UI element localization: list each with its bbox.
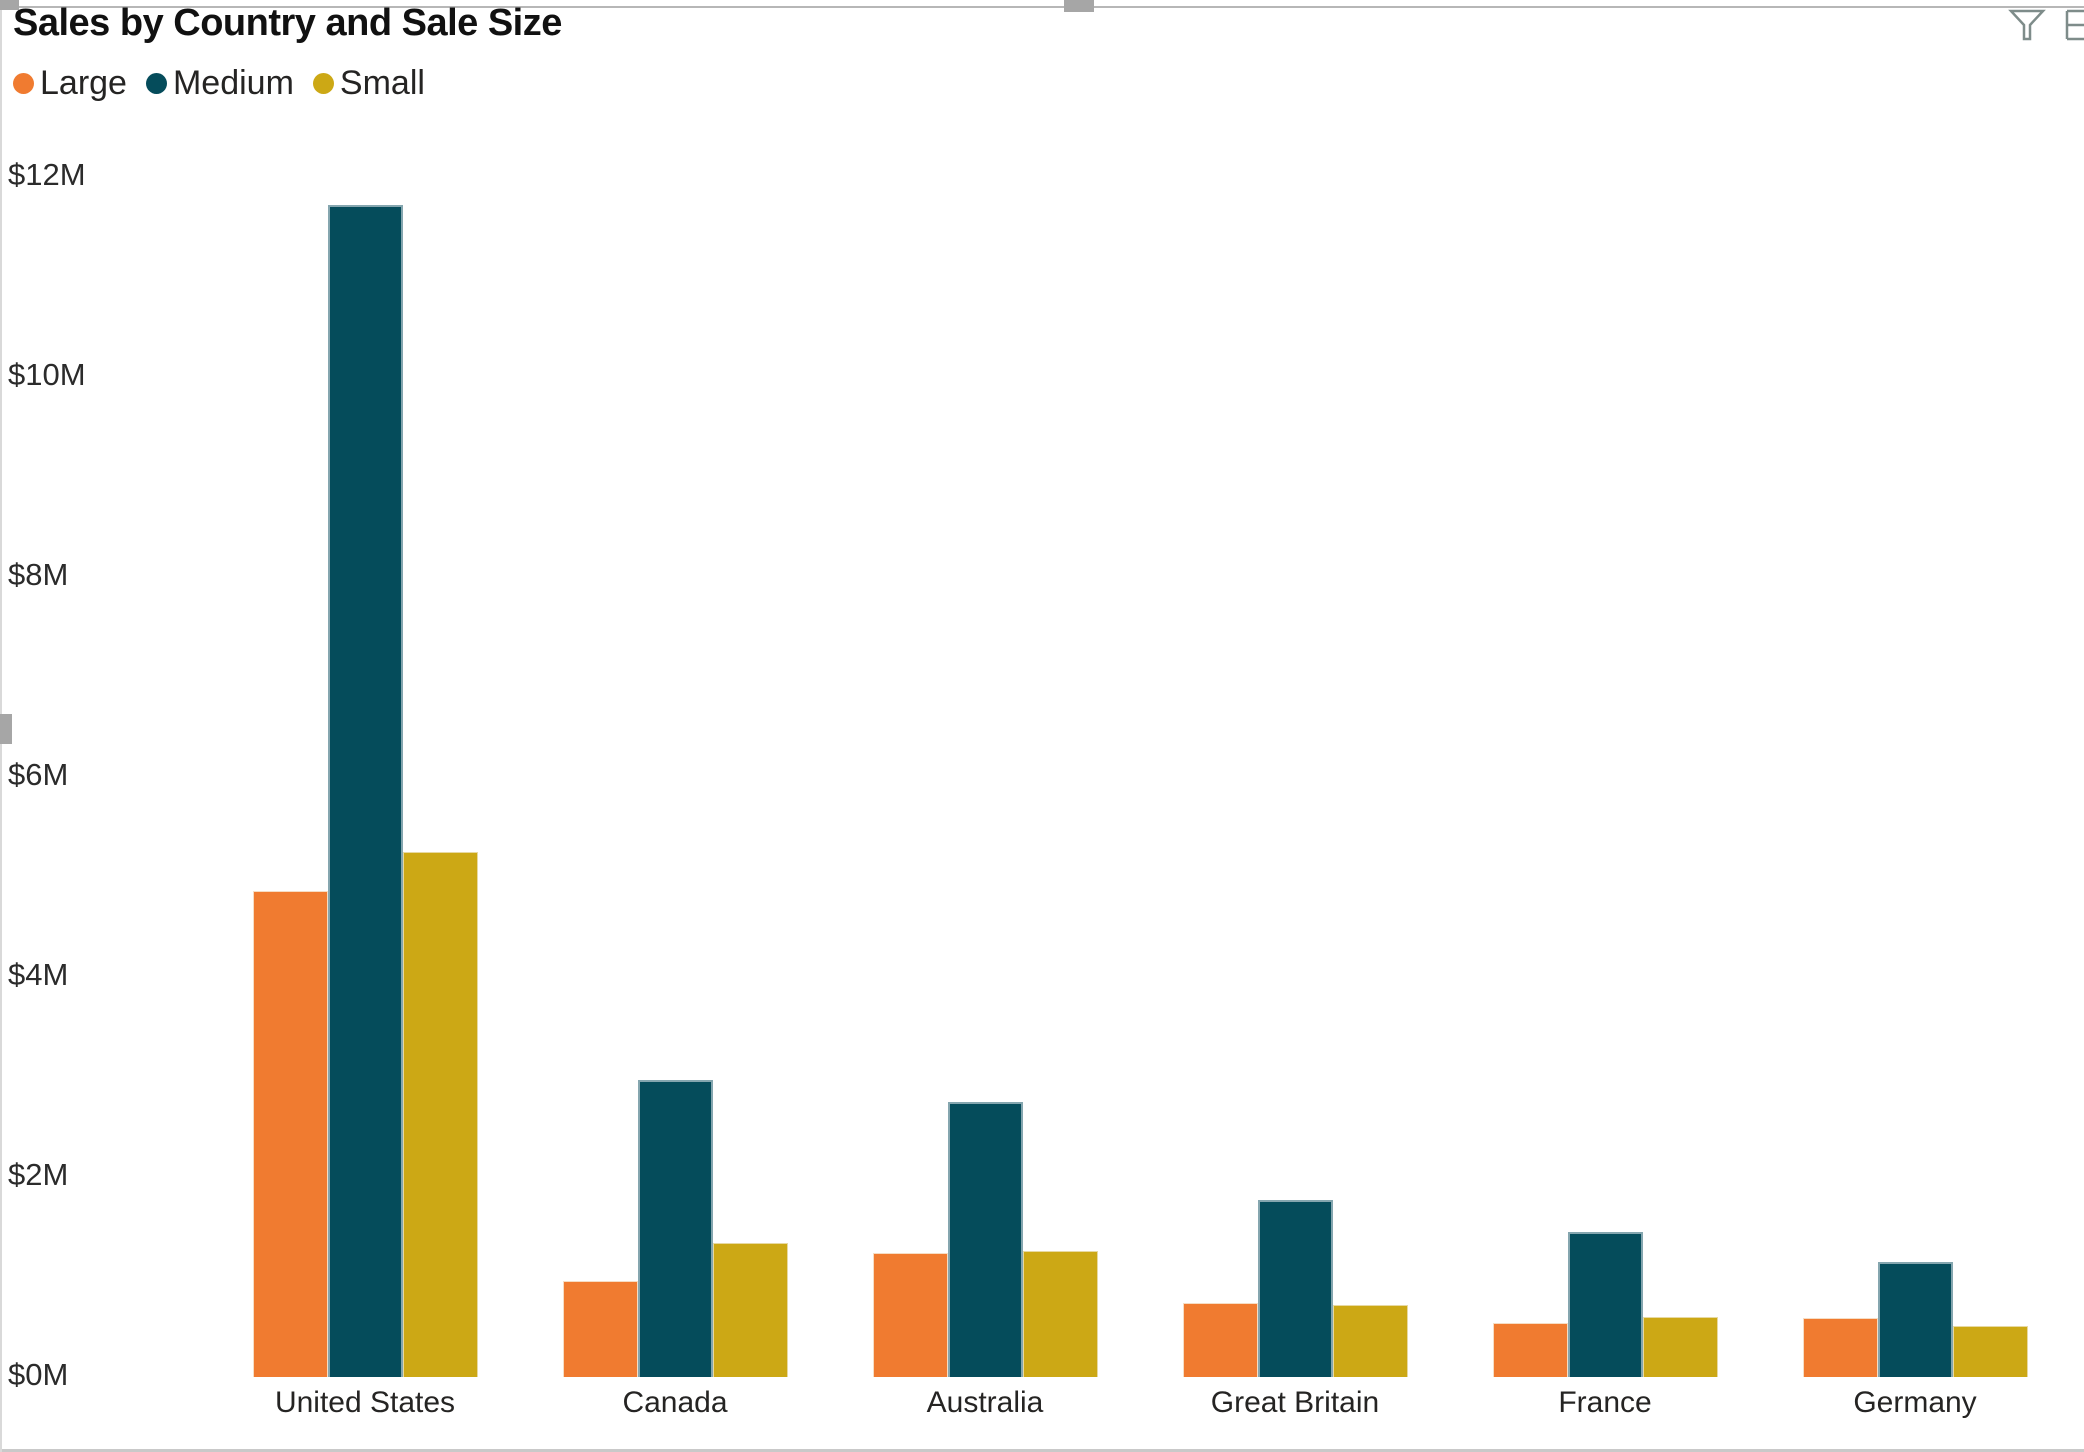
legend: Large Medium Small: [13, 66, 444, 100]
legend-label: Small: [339, 64, 425, 102]
legend-label: Large: [40, 64, 127, 102]
resize-handle-top-left[interactable]: [0, 0, 19, 10]
y-tick-label: $4M: [8, 957, 69, 992]
bar-germany-large[interactable]: [1802, 1318, 1878, 1377]
bar-australia-small[interactable]: [1022, 1251, 1098, 1377]
bar-australia-medium[interactable]: [947, 1102, 1023, 1377]
x-category-label: Canada: [622, 1386, 728, 1419]
bar-united-states-medium[interactable]: [327, 205, 403, 1377]
y-tick-label: $6M: [8, 757, 69, 792]
more-options-icon[interactable]: [2064, 8, 2084, 42]
x-category-label: Australia: [926, 1386, 1044, 1419]
resize-handle-top-center[interactable]: [1064, 0, 1094, 12]
y-tick-label: $2M: [8, 1157, 69, 1192]
y-tick-label: $8M: [8, 557, 69, 592]
bar-great-britain-small[interactable]: [1332, 1305, 1408, 1377]
bar-germany-small[interactable]: [1952, 1326, 2028, 1377]
x-category-label: United States: [274, 1386, 456, 1419]
x-category-label: France: [1558, 1386, 1652, 1419]
legend-dot-icon: [145, 72, 167, 94]
visual-top-border: [18, 6, 2084, 8]
legend-label: Medium: [172, 64, 294, 102]
bar-united-states-large[interactable]: [252, 891, 328, 1377]
bar-great-britain-large[interactable]: [1182, 1303, 1258, 1377]
x-category-label: Great Britain: [1210, 1386, 1380, 1419]
y-tick-label: $10M: [8, 357, 86, 392]
bar-france-small[interactable]: [1642, 1317, 1718, 1377]
legend-item-medium[interactable]: Medium: [145, 64, 294, 102]
y-tick-label: $0M: [8, 1357, 69, 1392]
chart-title: Sales by Country and Sale Size: [13, 2, 562, 44]
bar-germany-medium[interactable]: [1877, 1262, 1953, 1377]
bar-canada-small[interactable]: [712, 1243, 788, 1377]
bar-canada-large[interactable]: [562, 1281, 638, 1377]
filter-icon[interactable]: [2008, 8, 2046, 42]
bar-france-large[interactable]: [1492, 1323, 1568, 1377]
legend-item-large[interactable]: Large: [13, 66, 127, 100]
y-tick-label: $12M: [8, 157, 86, 192]
legend-item-small[interactable]: Small: [312, 64, 425, 102]
resize-handle-left-middle[interactable]: [0, 714, 12, 744]
visual-bottom-border: [0, 1449, 2084, 1452]
bar-united-states-small[interactable]: [402, 852, 478, 1377]
bar-australia-large[interactable]: [872, 1253, 948, 1377]
bar-canada-medium[interactable]: [637, 1080, 713, 1377]
legend-dot-icon: [312, 72, 334, 94]
bar-great-britain-medium[interactable]: [1257, 1200, 1333, 1377]
x-category-label: Germany: [1853, 1386, 1977, 1419]
legend-dot-icon: [13, 72, 34, 94]
bar-france-medium[interactable]: [1567, 1232, 1643, 1377]
visual-header: [2008, 8, 2084, 42]
